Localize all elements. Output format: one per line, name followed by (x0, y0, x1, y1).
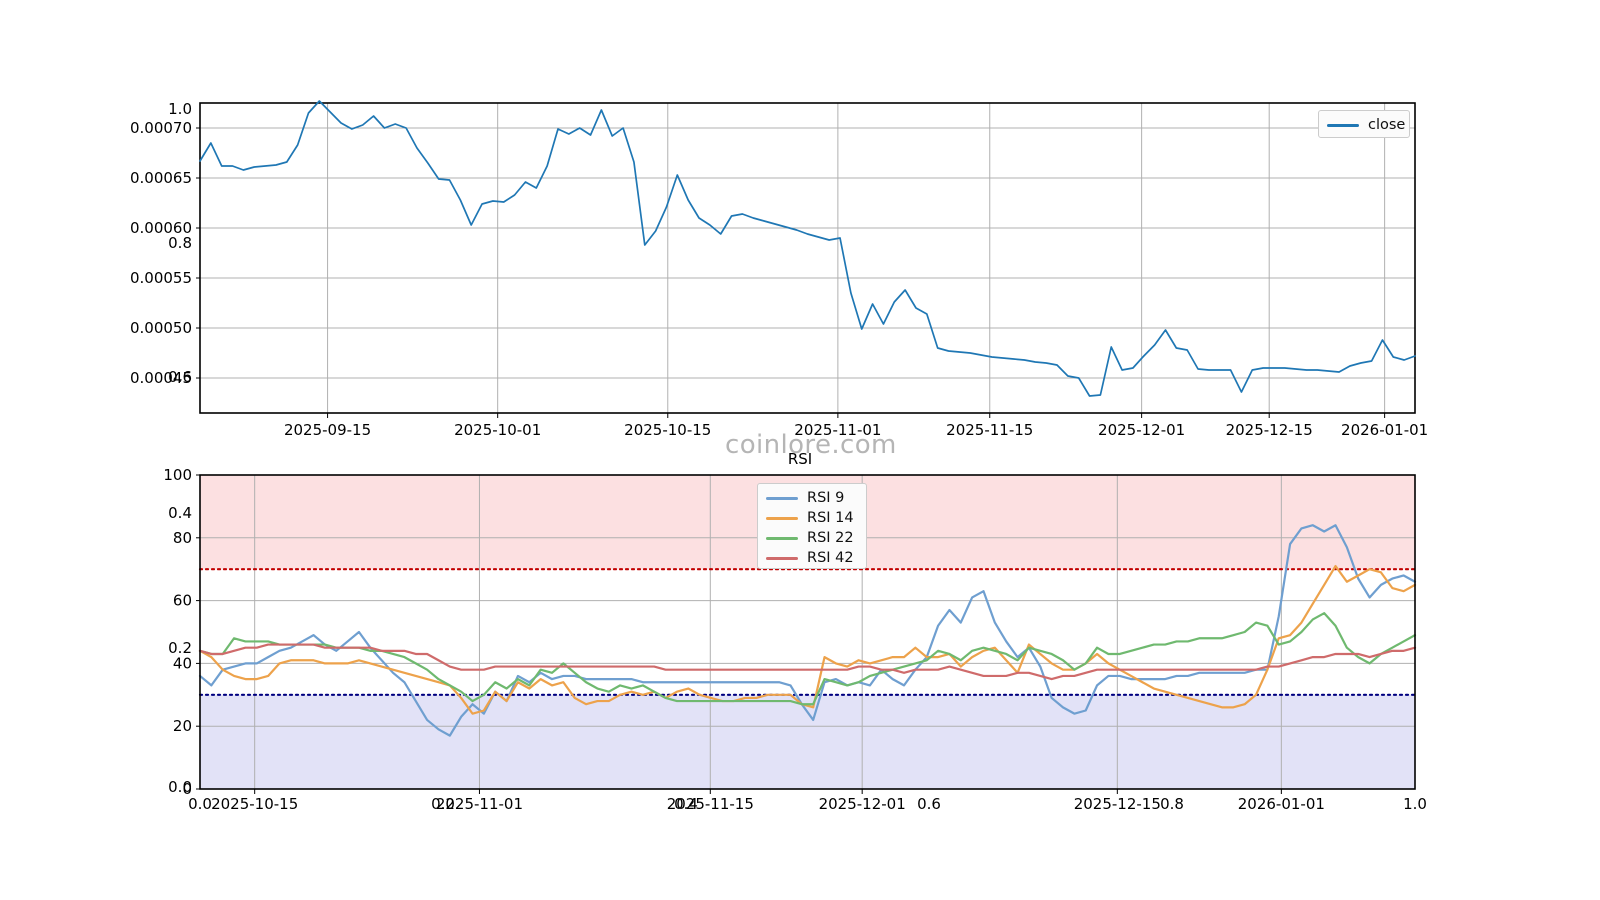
legend-swatch-rsi14 (766, 516, 798, 520)
legend-swatch-rsi9 (766, 496, 798, 500)
rsi-overlay-ytick-label: 0.0 (168, 778, 192, 796)
rsi-xtick-label: 2025-11-15 (667, 795, 754, 813)
price-ytick-label: 0.00055 (130, 269, 192, 287)
rsi-overlay-xtick-label: 0.2 (431, 795, 455, 813)
price-ytick-label: 0.00060 (130, 219, 192, 237)
price-xtick-label: 2025-12-15 (1226, 421, 1313, 439)
legend-label-rsi42: RSI 42 (807, 550, 854, 566)
price-xtick-label: 2025-11-01 (794, 421, 881, 439)
price-xtick-label: 2025-10-15 (624, 421, 711, 439)
price-xtick-label: 2025-09-15 (284, 421, 371, 439)
price-close-line (199, 100, 1416, 397)
price-overlay-ytick-label: 1.0 (168, 100, 192, 118)
rsi-series-line-0 (198, 524, 1417, 737)
legend-label-rsi9: RSI 9 (807, 490, 845, 506)
price-xtick-label: 2025-10-01 (454, 421, 541, 439)
rsi-xtick-label: 2025-12-01 (819, 795, 906, 813)
rsi-ytick-label: 100 (163, 466, 192, 484)
rsi-overlay-xtick-label: 0.0 (188, 795, 212, 813)
rsi-ytick-label: 60 (173, 592, 192, 610)
legend-item-rsi22[interactable]: RSI 22 (758, 528, 866, 548)
rsi-overlay-xtick-label: 0.4 (674, 795, 698, 813)
rsi-ytick-label: 20 (173, 717, 192, 735)
price-ytick-label: 0.00045 (130, 369, 192, 387)
rsi-chart-title: RSI (787, 450, 813, 468)
legend-label-rsi22: RSI 22 (807, 530, 854, 546)
rsi-ytick-label: 80 (173, 529, 192, 547)
rsi-series-line-3 (198, 643, 1417, 681)
price-xtick-label: 2026-01-01 (1341, 421, 1428, 439)
rsi-overlay-xtick-label: 0.6 (917, 795, 941, 813)
rsi-overlay-xtick-label: 1.0 (1403, 795, 1427, 813)
rsi-oversold-band (200, 694, 1415, 789)
legend-swatch-close (1327, 123, 1359, 127)
rsi-xtick-label: 2025-12-15 (1074, 795, 1161, 813)
price-frame (199, 102, 1416, 414)
price-overlay-ytick-label: 0.6 (168, 368, 192, 386)
legend-item-close[interactable]: close (1319, 115, 1409, 135)
rsi-xtick-label: 2026-01-01 (1238, 795, 1325, 813)
legend-item-rsi9[interactable]: RSI 9 (758, 488, 866, 508)
legend-label-rsi14: RSI 14 (807, 510, 854, 526)
price-xtick-label: 2025-11-15 (946, 421, 1033, 439)
rsi-series-line-2 (198, 612, 1417, 706)
rsi-overlay-ytick-label: 0.4 (168, 504, 192, 522)
legend-swatch-rsi42 (766, 556, 798, 560)
rsi-legend[interactable]: RSI 9 RSI 14 RSI 22 RSI 42 (757, 483, 867, 569)
legend-swatch-rsi22 (766, 536, 798, 540)
price-overlay-ytick-label: 0.8 (168, 234, 192, 252)
legend-item-rsi14[interactable]: RSI 14 (758, 508, 866, 528)
rsi-series-line-1 (198, 564, 1417, 715)
legend-item-rsi42[interactable]: RSI 42 (758, 548, 866, 568)
rsi-xtick-label: 2025-10-15 (211, 795, 298, 813)
rsi-overlay-xtick-label: 0.8 (1160, 795, 1184, 813)
price-legend[interactable]: close (1318, 110, 1410, 138)
price-plot-bg (200, 103, 1415, 413)
legend-label-close: close (1368, 117, 1406, 133)
price-ytick-label: 0.00065 (130, 169, 192, 187)
rsi-frame (199, 474, 1416, 790)
rsi-ytick-label: 0 (182, 780, 192, 798)
rsi-ytick-label: 40 (173, 654, 192, 672)
price-ytick-label: 0.00070 (130, 119, 192, 137)
price-ytick-label: 0.00050 (130, 319, 192, 337)
rsi-overlay-ytick-label: 0.2 (168, 639, 192, 657)
price-xtick-label: 2025-12-01 (1098, 421, 1185, 439)
rsi-xtick-label: 2025-11-01 (436, 795, 523, 813)
